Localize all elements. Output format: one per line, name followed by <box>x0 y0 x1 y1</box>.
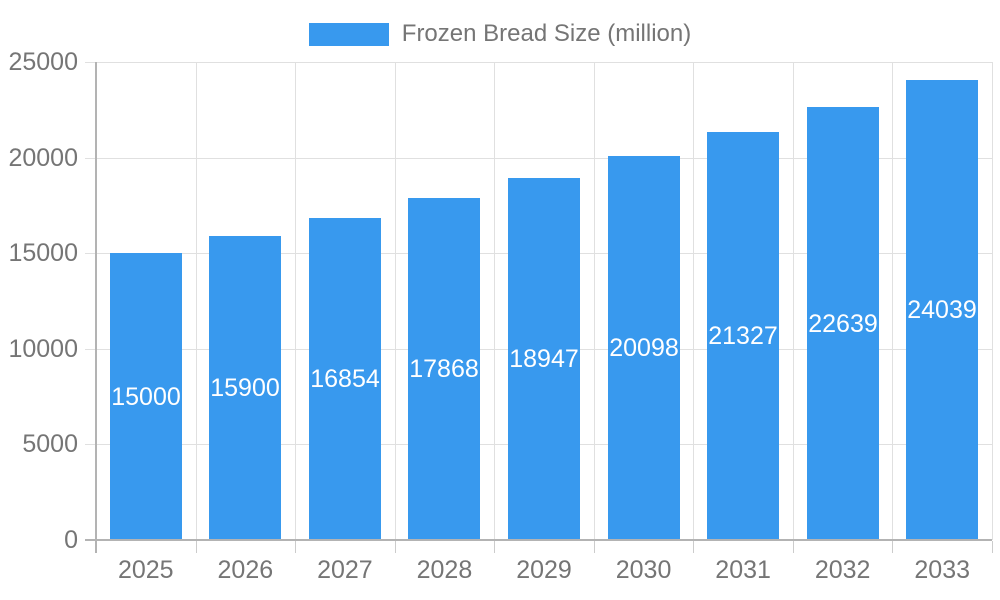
gridline-h <box>85 62 992 63</box>
gridline-v <box>394 62 396 540</box>
tick-mark <box>195 541 197 553</box>
x-tick-label: 2027 <box>317 556 373 584</box>
bar <box>110 253 182 540</box>
bar-value-label: 24039 <box>907 296 977 324</box>
gridline-v <box>295 62 297 540</box>
x-tick-label: 2031 <box>715 556 771 584</box>
y-tick-label: 0 <box>64 526 78 554</box>
bar-value-label: 17868 <box>409 355 479 383</box>
bar <box>807 107 879 540</box>
gridline-h <box>85 157 992 159</box>
legend-label: Frozen Bread Size (million) <box>401 20 692 47</box>
y-tick-label: 25000 <box>8 48 78 76</box>
tick-mark <box>693 541 695 553</box>
tick-mark <box>394 541 396 553</box>
bar <box>309 218 381 540</box>
gridline-v <box>892 62 894 540</box>
bar <box>508 178 580 540</box>
x-axis-line <box>85 539 992 541</box>
tick-mark <box>892 541 894 553</box>
bar <box>707 132 779 540</box>
legend: Frozen Bread Size (million) <box>0 20 1000 48</box>
x-tick-label: 2025 <box>117 556 174 584</box>
bar-value-label: 21327 <box>708 322 778 350</box>
bar-value-label: 16854 <box>310 365 380 393</box>
tick-mark <box>792 541 794 553</box>
bar-value-label: 22639 <box>808 310 878 338</box>
bar-value-label: 15000 <box>111 383 181 411</box>
legend-swatch <box>308 22 389 46</box>
y-tick-label: 20000 <box>8 143 78 172</box>
y-tick-label: 15000 <box>8 239 78 268</box>
gridline-v <box>992 62 993 540</box>
bar <box>608 156 680 540</box>
y-tick-label: 10000 <box>8 334 78 363</box>
bar-value-label: 15900 <box>210 374 280 402</box>
tick-mark <box>593 541 595 553</box>
x-tick-label: 2030 <box>615 556 672 584</box>
bar-value-label: 18947 <box>509 345 579 373</box>
y-tick-label: 5000 <box>22 430 78 459</box>
gridline-v <box>494 62 496 540</box>
bar <box>209 236 281 540</box>
x-tick-label: 2032 <box>814 556 871 584</box>
y-axis-line <box>95 62 97 553</box>
bar-value-label: 20098 <box>609 334 679 362</box>
tick-mark <box>494 541 496 553</box>
gridline-v <box>195 62 197 540</box>
bar <box>906 80 978 540</box>
x-tick-label: 2029 <box>516 556 572 584</box>
x-tick-label: 2033 <box>914 556 971 584</box>
bar <box>408 198 480 540</box>
tick-mark <box>295 541 297 553</box>
gridline-v <box>792 62 794 540</box>
gridline-v <box>593 62 595 540</box>
tick-mark <box>992 541 993 553</box>
x-tick-label: 2026 <box>217 556 274 584</box>
gridline-v <box>693 62 695 540</box>
x-tick-label: 2028 <box>416 556 473 584</box>
